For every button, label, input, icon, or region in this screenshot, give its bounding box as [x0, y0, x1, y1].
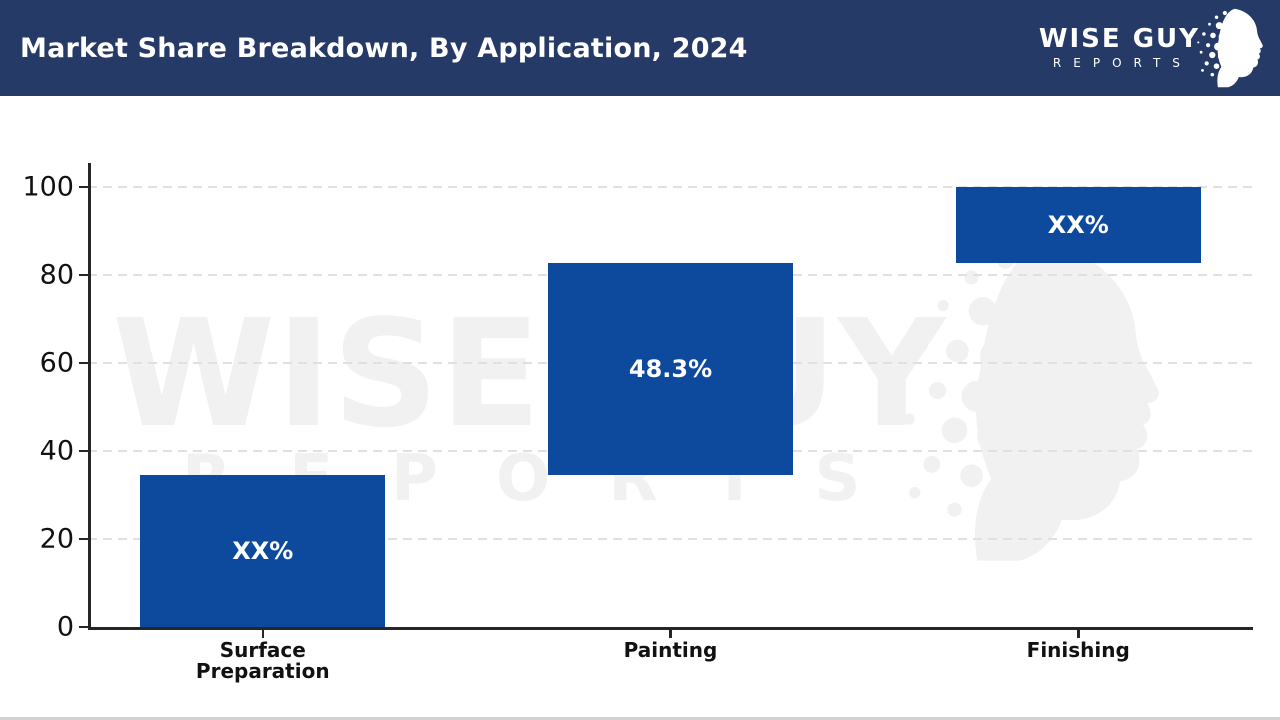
y-tick — [79, 361, 88, 365]
gridline-100 — [88, 186, 1253, 189]
bar-value-label: XX% — [232, 537, 294, 566]
bar-value-label: XX% — [1047, 211, 1109, 239]
page-title: Market Share Breakdown, By Application, … — [20, 32, 748, 64]
y-tick — [79, 625, 88, 629]
x-tick — [669, 629, 672, 638]
header: Market Share Breakdown, By Application, … — [0, 0, 1280, 96]
x-tick-label: Finishing — [1026, 638, 1130, 662]
x-axis-spine — [88, 627, 1253, 630]
y-tick-label: 60 — [39, 347, 74, 379]
gridline-20 — [88, 538, 1253, 541]
logo-subtext: REPORTS — [1052, 56, 1192, 71]
x-tick-label: Painting — [623, 638, 718, 662]
bar-value-label: 48.3% — [628, 355, 713, 384]
watermark-wordmark: WISE GUY — [112, 288, 947, 460]
y-tick-label: 100 — [22, 171, 74, 203]
x-tick-label: Surface Preparation — [195, 638, 330, 683]
y-tick — [79, 449, 88, 453]
logo-wordmark: WISE GUY — [1038, 23, 1200, 54]
bar-painting — [548, 262, 793, 476]
y-tick-label: 20 — [39, 523, 74, 555]
wiseguy-logo: WISE GUY REPORTS — [1039, 6, 1266, 90]
y-tick-label: 0 — [56, 611, 74, 643]
y-axis-spine — [88, 163, 91, 630]
x-tick — [1077, 629, 1080, 638]
y-tick-label: 40 — [39, 435, 74, 467]
y-tick — [79, 537, 88, 541]
footer-line — [0, 717, 1280, 720]
x-tick — [261, 629, 264, 638]
y-tick — [79, 185, 88, 189]
bar-surface-preparation — [140, 475, 386, 627]
y-tick-label: 80 — [39, 259, 74, 291]
y-tick — [79, 273, 88, 277]
bar-finishing — [955, 187, 1201, 263]
